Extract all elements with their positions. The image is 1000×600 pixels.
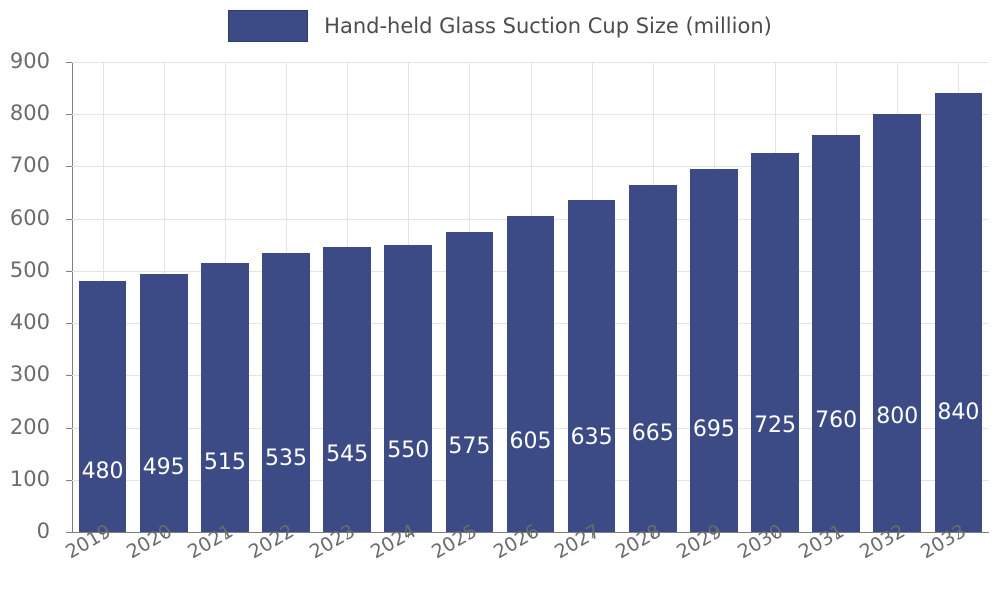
bar[interactable]: [812, 135, 860, 532]
legend-label-series-1: Hand-held Glass Suction Cup Size (millio…: [324, 14, 772, 38]
y-axis-line: [72, 62, 73, 532]
bar-value-label: 545: [326, 442, 369, 467]
bar-value-label: 535: [264, 446, 307, 472]
bar-value-label: 480: [81, 458, 124, 484]
y-tick-mark: [66, 218, 72, 220]
x-tick-mark: [897, 532, 898, 538]
y-tick-mark: [66, 166, 72, 168]
y-tick-label: 300: [9, 362, 50, 387]
bar-value-label: 725: [754, 412, 797, 438]
y-tick-mark: [66, 114, 72, 116]
bar[interactable]: [567, 200, 616, 532]
bar-value-label: 635: [570, 425, 613, 451]
y-tick-label: 100: [9, 466, 50, 491]
bar[interactable]: [445, 231, 494, 532]
y-gridline: [72, 62, 989, 63]
y-gridline: [72, 114, 989, 116]
x-tick-mark: [714, 532, 715, 538]
bar-value-label: 575: [448, 433, 491, 459]
bar[interactable]: [751, 153, 799, 532]
plot-area: 480 495 515 535 545 550 575 605 635 665 695 725 760 8…: [66, 62, 989, 538]
bar-value-label: 515: [203, 450, 246, 476]
bar[interactable]: [323, 247, 371, 532]
y-tick-label: 0: [36, 519, 50, 543]
bar[interactable]: [690, 169, 738, 532]
bar-value-label: 695: [692, 416, 735, 442]
y-gridline: [72, 166, 989, 168]
bar[interactable]: [139, 273, 188, 532]
x-axis-line: [72, 532, 989, 533]
y-tick-mark: [66, 375, 72, 377]
y-tick-mark: [66, 532, 72, 533]
bar[interactable]: [262, 252, 310, 532]
y-tick-mark: [66, 270, 72, 272]
bar[interactable]: [384, 244, 433, 532]
x-tick-mark: [531, 532, 532, 538]
bar[interactable]: [873, 114, 922, 532]
bar[interactable]: [506, 216, 555, 532]
x-axis-tick-labels: 2019 2020 2021 2022 2023 2024 2025 2026 2027 2028…: [62, 520, 989, 600]
y-tick-label: 900: [9, 49, 50, 73]
bar[interactable]: [934, 93, 983, 532]
legend-swatch-series-1: [228, 10, 309, 42]
bar-value-label: 840: [937, 400, 980, 425]
x-tick-mark: [164, 532, 165, 538]
x-tick-mark: [958, 532, 959, 538]
y-tick-label: 800: [9, 101, 50, 126]
y-tick-label: 200: [9, 414, 50, 439]
x-tick-label: 2019: [61, 520, 115, 564]
bar-value-label: 760: [815, 408, 858, 434]
bar[interactable]: [200, 263, 249, 532]
y-tick-mark: [66, 323, 72, 325]
x-tick-mark: [836, 532, 837, 538]
x-tick-mark: [592, 532, 593, 538]
y-tick-mark: [66, 479, 72, 481]
bar-value-label: 605: [509, 429, 552, 455]
y-tick-label: 500: [9, 257, 50, 282]
bar[interactable]: [628, 184, 677, 532]
y-tick-label: 400: [9, 310, 50, 335]
x-tick-mark: [103, 532, 104, 538]
bar[interactable]: [78, 281, 127, 532]
y-tick-mark: [66, 62, 72, 63]
bar-value-label: 800: [876, 404, 919, 430]
y-tick-label: 700: [9, 153, 50, 178]
y-tick-mark: [66, 427, 72, 429]
bar-value-label: 550: [387, 437, 430, 463]
bar-value-label: 665: [631, 421, 674, 446]
chart-legend: Hand-held Glass Suction Cup Size (millio…: [0, 10, 1000, 42]
x-tick-mark: [775, 532, 776, 538]
y-tick-label: 600: [9, 205, 50, 230]
x-tick-mark: [347, 532, 348, 538]
x-tick-mark: [469, 532, 470, 538]
x-tick-mark: [653, 532, 654, 538]
bar-value-label: 495: [142, 454, 185, 480]
x-tick-mark: [408, 532, 409, 538]
x-tick-mark: [286, 532, 287, 538]
x-tick-mark: [225, 532, 226, 538]
y-axis-tick-labels: 0 100 200 300 400 500 600 700 800 900: [0, 51, 62, 542]
